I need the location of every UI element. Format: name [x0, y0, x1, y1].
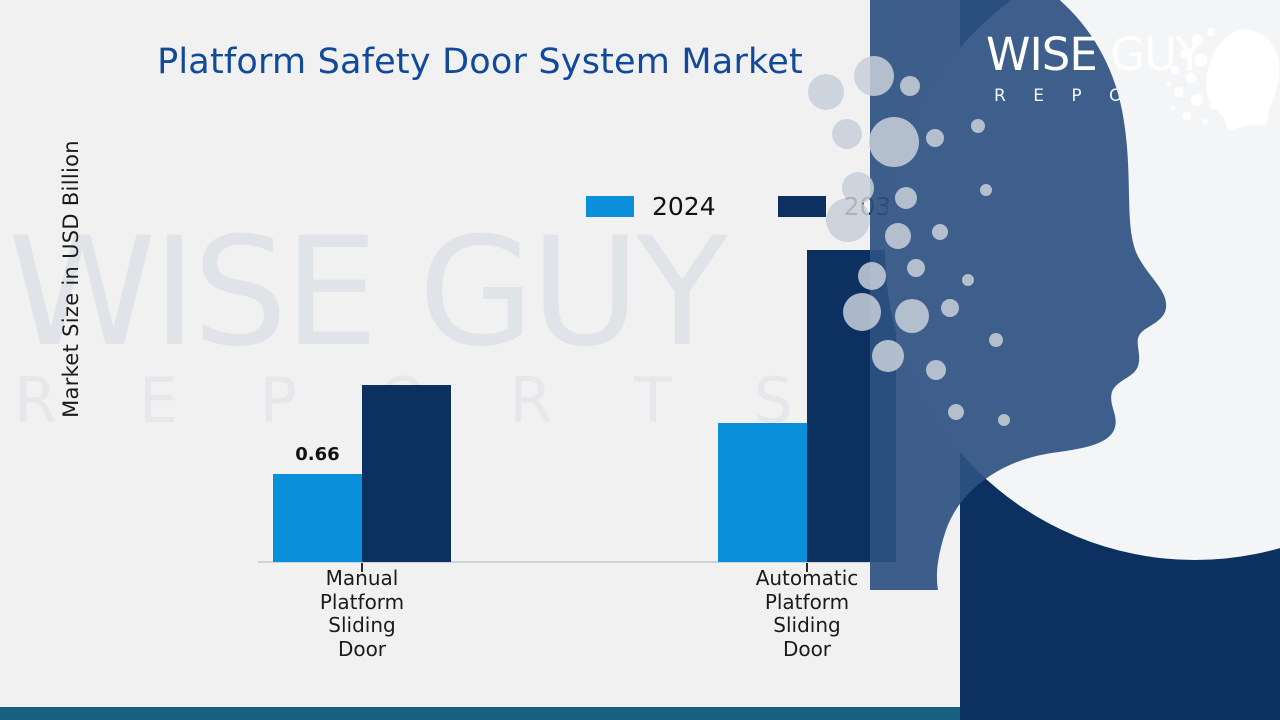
decorative-dot-cluster — [808, 56, 1010, 426]
x-axis-label-manual: Manual Platform Sliding Door — [319, 566, 405, 661]
legend-item-2024: 2024 — [586, 194, 716, 219]
brand-logo: WISE GUY R E P O R T S — [982, 28, 1280, 131]
brand-logo-line1: WISE GUY — [986, 28, 1203, 81]
head-profile-silhouette-icon — [870, 0, 1167, 590]
bar-manual-2024 — [273, 474, 362, 562]
legend-label-2024: 2024 — [652, 192, 716, 221]
x-axis-tick-automatic — [806, 563, 808, 572]
x-axis-baseline — [258, 561, 910, 563]
chart-title: Platform Safety Door System Market — [157, 42, 803, 82]
legend-swatch-2032 — [777, 196, 826, 217]
brand-panel: WISE GUY R E P O R T S — [808, 0, 1280, 720]
bar-manual-2032 — [362, 385, 451, 562]
x-axis-label-automatic: Automatic Platform Sliding Door — [755, 566, 859, 661]
logo-dotted-head-icon — [1167, 28, 1280, 131]
legend-swatch-2024 — [586, 196, 634, 217]
bottom-accent-bar — [0, 707, 960, 720]
bar-automatic-2024 — [718, 423, 807, 562]
x-axis-tick-manual — [361, 563, 363, 572]
bar-value-manual-2024: 0.66 — [295, 444, 340, 465]
